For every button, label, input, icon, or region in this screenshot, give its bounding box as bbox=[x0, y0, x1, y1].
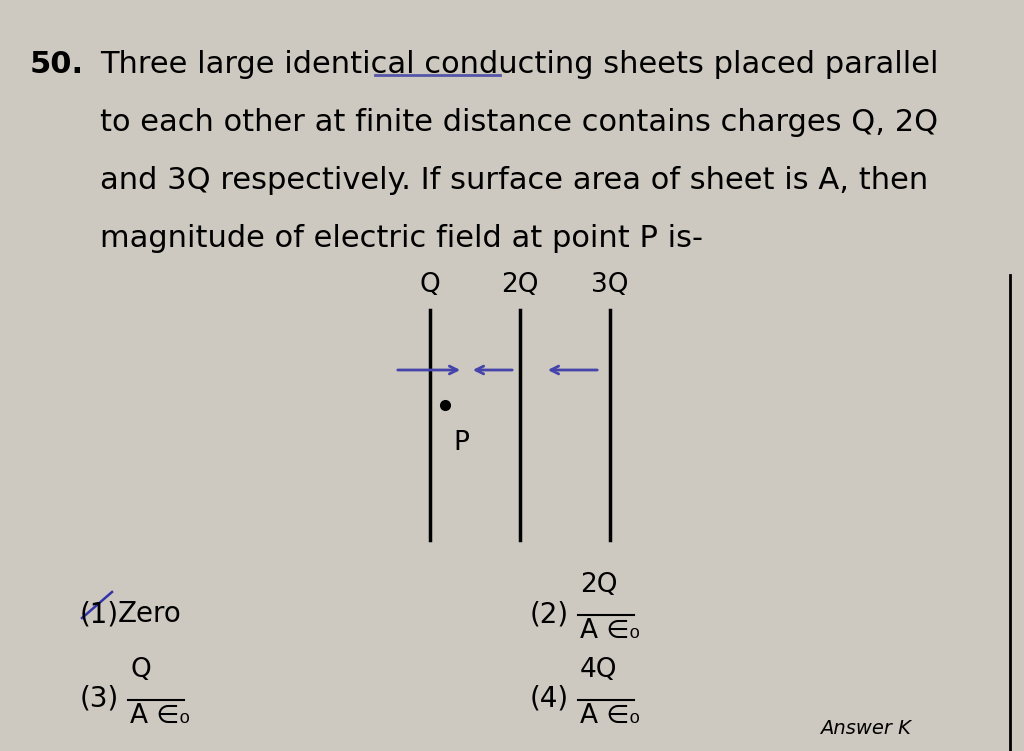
Text: A ∈₀: A ∈₀ bbox=[580, 703, 640, 729]
Text: A ∈₀: A ∈₀ bbox=[130, 703, 189, 729]
Text: Q: Q bbox=[420, 272, 440, 298]
Text: A ∈₀: A ∈₀ bbox=[580, 618, 640, 644]
Text: (3): (3) bbox=[80, 685, 119, 713]
Text: and 3Q respectively. If surface area of sheet is A, then: and 3Q respectively. If surface area of … bbox=[100, 166, 928, 195]
Text: Three large identical conducting sheets placed parallel: Three large identical conducting sheets … bbox=[100, 50, 939, 79]
Text: 2Q: 2Q bbox=[580, 572, 617, 598]
Text: 50.: 50. bbox=[30, 50, 84, 79]
Text: 4Q: 4Q bbox=[580, 657, 617, 683]
Text: 3Q: 3Q bbox=[591, 272, 629, 298]
Text: Zero: Zero bbox=[118, 600, 181, 628]
Text: (2): (2) bbox=[530, 600, 569, 628]
Text: Q: Q bbox=[130, 657, 151, 683]
Text: (1): (1) bbox=[80, 600, 119, 628]
Text: Answer K: Answer K bbox=[820, 719, 911, 738]
Text: P: P bbox=[453, 430, 469, 456]
Text: to each other at finite distance contains charges Q, 2Q: to each other at finite distance contain… bbox=[100, 108, 938, 137]
Text: 2Q: 2Q bbox=[502, 272, 539, 298]
Text: magnitude of electric field at point P is-: magnitude of electric field at point P i… bbox=[100, 224, 703, 253]
Text: (4): (4) bbox=[530, 685, 569, 713]
